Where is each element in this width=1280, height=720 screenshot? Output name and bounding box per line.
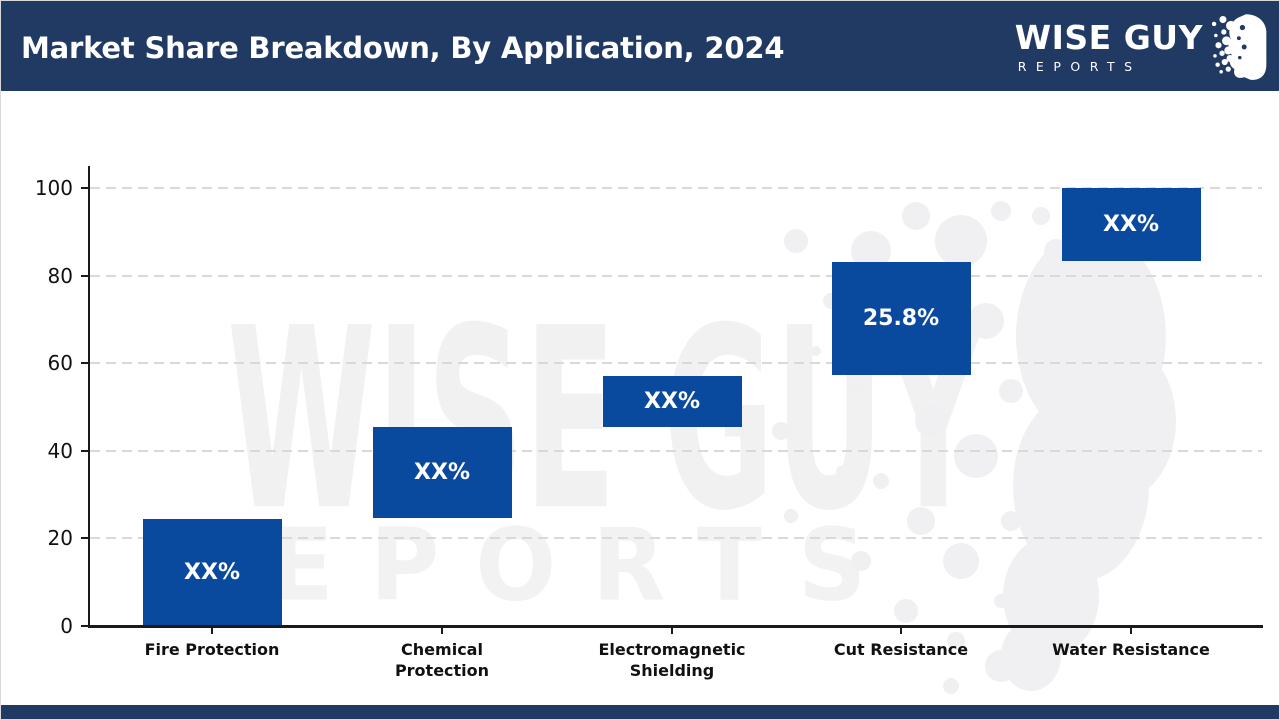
- bar-segment: XX%: [602, 375, 742, 428]
- y-tick-label: 20: [47, 526, 73, 551]
- bar-segment: XX%: [1061, 188, 1201, 262]
- bar-value-label: XX%: [414, 460, 470, 486]
- bar-value-label: XX%: [644, 389, 700, 414]
- y-axis-line: [88, 166, 90, 628]
- y-tick-mark: [81, 187, 89, 189]
- x-tick-mark: [441, 626, 443, 634]
- y-tick-label: 60: [47, 351, 73, 376]
- bar-segment: XX%: [142, 519, 282, 626]
- gridline: [90, 449, 1262, 452]
- y-tick-mark: [81, 537, 89, 540]
- y-tick-mark: [81, 625, 89, 627]
- gridline: [90, 274, 1262, 277]
- x-category-label: Cut Resistance: [833, 640, 969, 659]
- brand-logo: WISE GUY REPORTS: [1015, 9, 1269, 85]
- logo-brand-text: WISE GUY: [1014, 18, 1203, 57]
- y-tick-label: 100: [34, 176, 73, 200]
- y-tick-mark: [81, 362, 89, 365]
- y-tick-label: 40: [47, 438, 73, 463]
- chart-title: Market Share Breakdown, By Application, …: [21, 31, 785, 65]
- gridline: [90, 187, 1262, 189]
- x-tick-mark: [900, 626, 902, 634]
- logo-text: WISE GUY REPORTS: [1014, 18, 1203, 75]
- x-axis-line: [88, 625, 1263, 628]
- x-category-label: Water Resistance: [1052, 640, 1210, 659]
- x-tick-mark: [1130, 626, 1132, 634]
- watermark-head-icon: [772, 201, 1176, 694]
- gridline: [90, 362, 1262, 365]
- x-tick-mark: [211, 626, 213, 634]
- y-tick-mark: [81, 449, 89, 452]
- footer-bar: [1, 705, 1279, 719]
- logo-sub-text: REPORTS: [1017, 59, 1142, 74]
- logo-face-icon: [1211, 14, 1267, 80]
- y-tick-label: 0: [60, 614, 73, 638]
- waterfall-chart: WISE GUY REPORTS 0 20 40 60 80 100 XX% XX%: [1, 91, 1279, 707]
- x-category-label: Electromagnetic Shielding: [598, 640, 746, 680]
- x-category-label: Chemical Protection: [394, 640, 490, 680]
- x-category-label: Fire Protection: [144, 640, 280, 659]
- y-tick-label: 80: [47, 263, 73, 288]
- bar-segment: 25.8%: [831, 262, 971, 376]
- x-tick-mark: [671, 626, 673, 634]
- bar-segment: XX%: [372, 427, 512, 519]
- bar-value-label: 25.8%: [862, 306, 940, 332]
- bar-value-label: XX%: [184, 560, 240, 586]
- bar-value-label: XX%: [1103, 212, 1159, 238]
- header-bar: Market Share Breakdown, By Application, …: [1, 1, 1279, 91]
- y-tick-mark: [81, 274, 89, 277]
- gridline: [90, 537, 1262, 540]
